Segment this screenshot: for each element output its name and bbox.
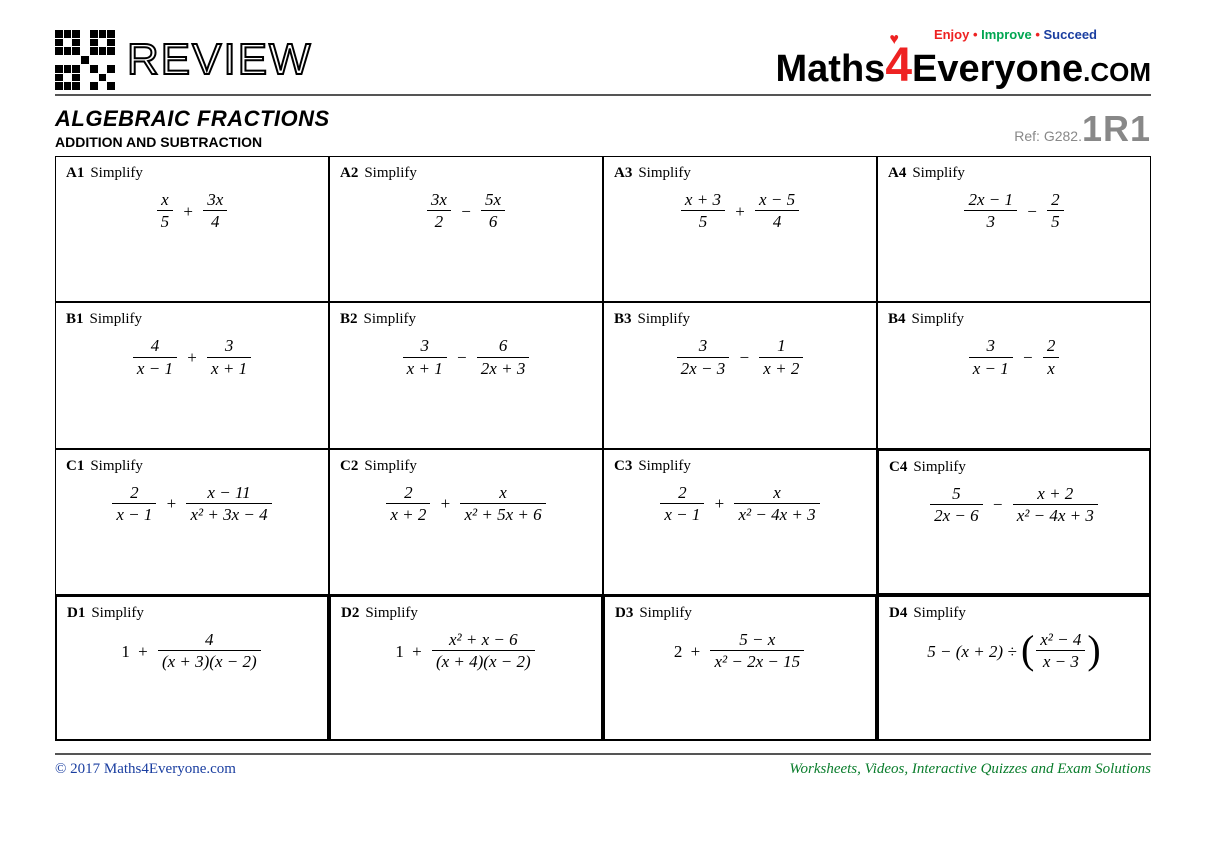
cell-label: A1Simplify bbox=[66, 165, 318, 182]
footer: © 2017 Maths4Everyone.com Worksheets, Vi… bbox=[55, 753, 1151, 778]
heart-icon: ♥ bbox=[889, 32, 899, 48]
cell-label: B1Simplify bbox=[66, 311, 318, 328]
cell-label: C4Simplify bbox=[889, 459, 1139, 476]
cell-c2: C2Simplify 2x + 2 + xx² + 5x + 6 bbox=[329, 449, 603, 595]
expression: 5 − (x + 2) ÷ ( x² − 4x − 3 ) bbox=[889, 630, 1139, 673]
cell-d4: D4Simplify 5 − (x + 2) ÷ ( x² − 4x − 3 ) bbox=[877, 595, 1151, 741]
cell-b3: B3Simplify 32x − 3 − 1x + 2 bbox=[603, 302, 877, 448]
cell-d1: D1Simplify 1 + 4(x + 3)(x − 2) bbox=[55, 595, 329, 741]
worksheet-title: ALGEBRAIC FRACTIONS bbox=[55, 106, 330, 132]
cell-label: A3Simplify bbox=[614, 165, 866, 182]
cell-label: D1Simplify bbox=[67, 605, 317, 622]
cell-label: D4Simplify bbox=[889, 605, 1139, 622]
brand-pre: Maths bbox=[776, 48, 886, 90]
brand-number: ♥4 bbox=[885, 42, 912, 90]
ref-code: 1R1 bbox=[1082, 108, 1151, 149]
right-paren-icon: ) bbox=[1087, 630, 1100, 673]
cell-label: D2Simplify bbox=[341, 605, 591, 622]
header-left: REVIEW bbox=[55, 30, 313, 90]
cell-a2: A2Simplify 3x2 − 5x6 bbox=[329, 156, 603, 302]
subheader-left: ALGEBRAIC FRACTIONS ADDITION AND SUBTRAC… bbox=[55, 106, 330, 150]
review-title: REVIEW bbox=[127, 38, 313, 82]
cell-label: C1Simplify bbox=[66, 458, 318, 475]
cell-label: B2Simplify bbox=[340, 311, 592, 328]
worksheet-subtitle: ADDITION AND SUBTRACTION bbox=[55, 134, 330, 150]
expression: 2x + 2 + xx² + 5x + 6 bbox=[340, 483, 592, 526]
cell-a1: A1Simplify x5 + 3x4 bbox=[55, 156, 329, 302]
cell-c3: C3Simplify 2x − 1 + xx² − 4x + 3 bbox=[603, 449, 877, 595]
expression: 3x + 1 − 62x + 3 bbox=[340, 336, 592, 379]
cell-c4: C4Simplify 52x − 6 − x + 2x² − 4x + 3 bbox=[877, 449, 1151, 595]
cell-b4: B4Simplify 3x − 1 − 2x bbox=[877, 302, 1151, 448]
expression: 2 + 5 − xx² − 2x − 15 bbox=[615, 630, 865, 673]
expression: 3x2 − 5x6 bbox=[340, 190, 592, 233]
expression: 1 + 4(x + 3)(x − 2) bbox=[67, 630, 317, 673]
cell-label: A2Simplify bbox=[340, 165, 592, 182]
expression: 2x − 1 + x − 11x² + 3x − 4 bbox=[66, 483, 318, 526]
brand-tagline: Enjoy • Improve • Succeed bbox=[934, 28, 1097, 41]
worksheet-ref: Ref: G282.1R1 bbox=[1014, 108, 1151, 150]
cell-label: B4Simplify bbox=[888, 311, 1140, 328]
expression: 2x − 13 − 25 bbox=[888, 190, 1140, 233]
cell-d3: D3Simplify 2 + 5 − xx² − 2x − 15 bbox=[603, 595, 877, 741]
expression: 1 + x² + x − 6(x + 4)(x − 2) bbox=[341, 630, 591, 673]
cell-c1: C1Simplify 2x − 1 + x − 11x² + 3x − 4 bbox=[55, 449, 329, 595]
expression: 52x − 6 − x + 2x² − 4x + 3 bbox=[889, 484, 1139, 527]
qr-code-icon bbox=[55, 30, 115, 90]
header: REVIEW Enjoy • Improve • Succeed Maths♥4… bbox=[55, 30, 1151, 96]
footer-copyright: © 2017 Maths4Everyone.com bbox=[55, 761, 236, 778]
cell-b1: B1Simplify 4x − 1 + 3x + 1 bbox=[55, 302, 329, 448]
cell-label: D3Simplify bbox=[615, 605, 865, 622]
cell-label: A4Simplify bbox=[888, 165, 1140, 182]
subheader: ALGEBRAIC FRACTIONS ADDITION AND SUBTRAC… bbox=[55, 106, 1151, 150]
expression: 2x − 1 + xx² − 4x + 3 bbox=[614, 483, 866, 526]
problem-grid: A1Simplify x5 + 3x4 A2Simplify 3x2 − 5x6… bbox=[55, 156, 1151, 741]
cell-b2: B2Simplify 3x + 1 − 62x + 3 bbox=[329, 302, 603, 448]
expression: 32x − 3 − 1x + 2 bbox=[614, 336, 866, 379]
left-paren-icon: ( bbox=[1021, 630, 1034, 673]
ref-prefix: Ref: G282. bbox=[1014, 128, 1082, 144]
cell-a4: A4Simplify 2x − 13 − 25 bbox=[877, 156, 1151, 302]
brand-suffix: .COM bbox=[1083, 57, 1151, 87]
expression: x5 + 3x4 bbox=[66, 190, 318, 233]
brand-logo: Enjoy • Improve • Succeed Maths♥4Everyon… bbox=[776, 42, 1151, 90]
cell-label: B3Simplify bbox=[614, 311, 866, 328]
expression: x + 35 + x − 54 bbox=[614, 190, 866, 233]
cell-a3: A3Simplify x + 35 + x − 54 bbox=[603, 156, 877, 302]
worksheet-page: REVIEW Enjoy • Improve • Succeed Maths♥4… bbox=[0, 0, 1206, 844]
expression: 4x − 1 + 3x + 1 bbox=[66, 336, 318, 379]
cell-label: C2Simplify bbox=[340, 458, 592, 475]
expression: 3x − 1 − 2x bbox=[888, 336, 1140, 379]
footer-tagline: Worksheets, Videos, Interactive Quizzes … bbox=[789, 761, 1151, 778]
cell-label: C3Simplify bbox=[614, 458, 866, 475]
cell-d2: D2Simplify 1 + x² + x − 6(x + 4)(x − 2) bbox=[329, 595, 603, 741]
brand-post: Everyone bbox=[912, 48, 1083, 90]
